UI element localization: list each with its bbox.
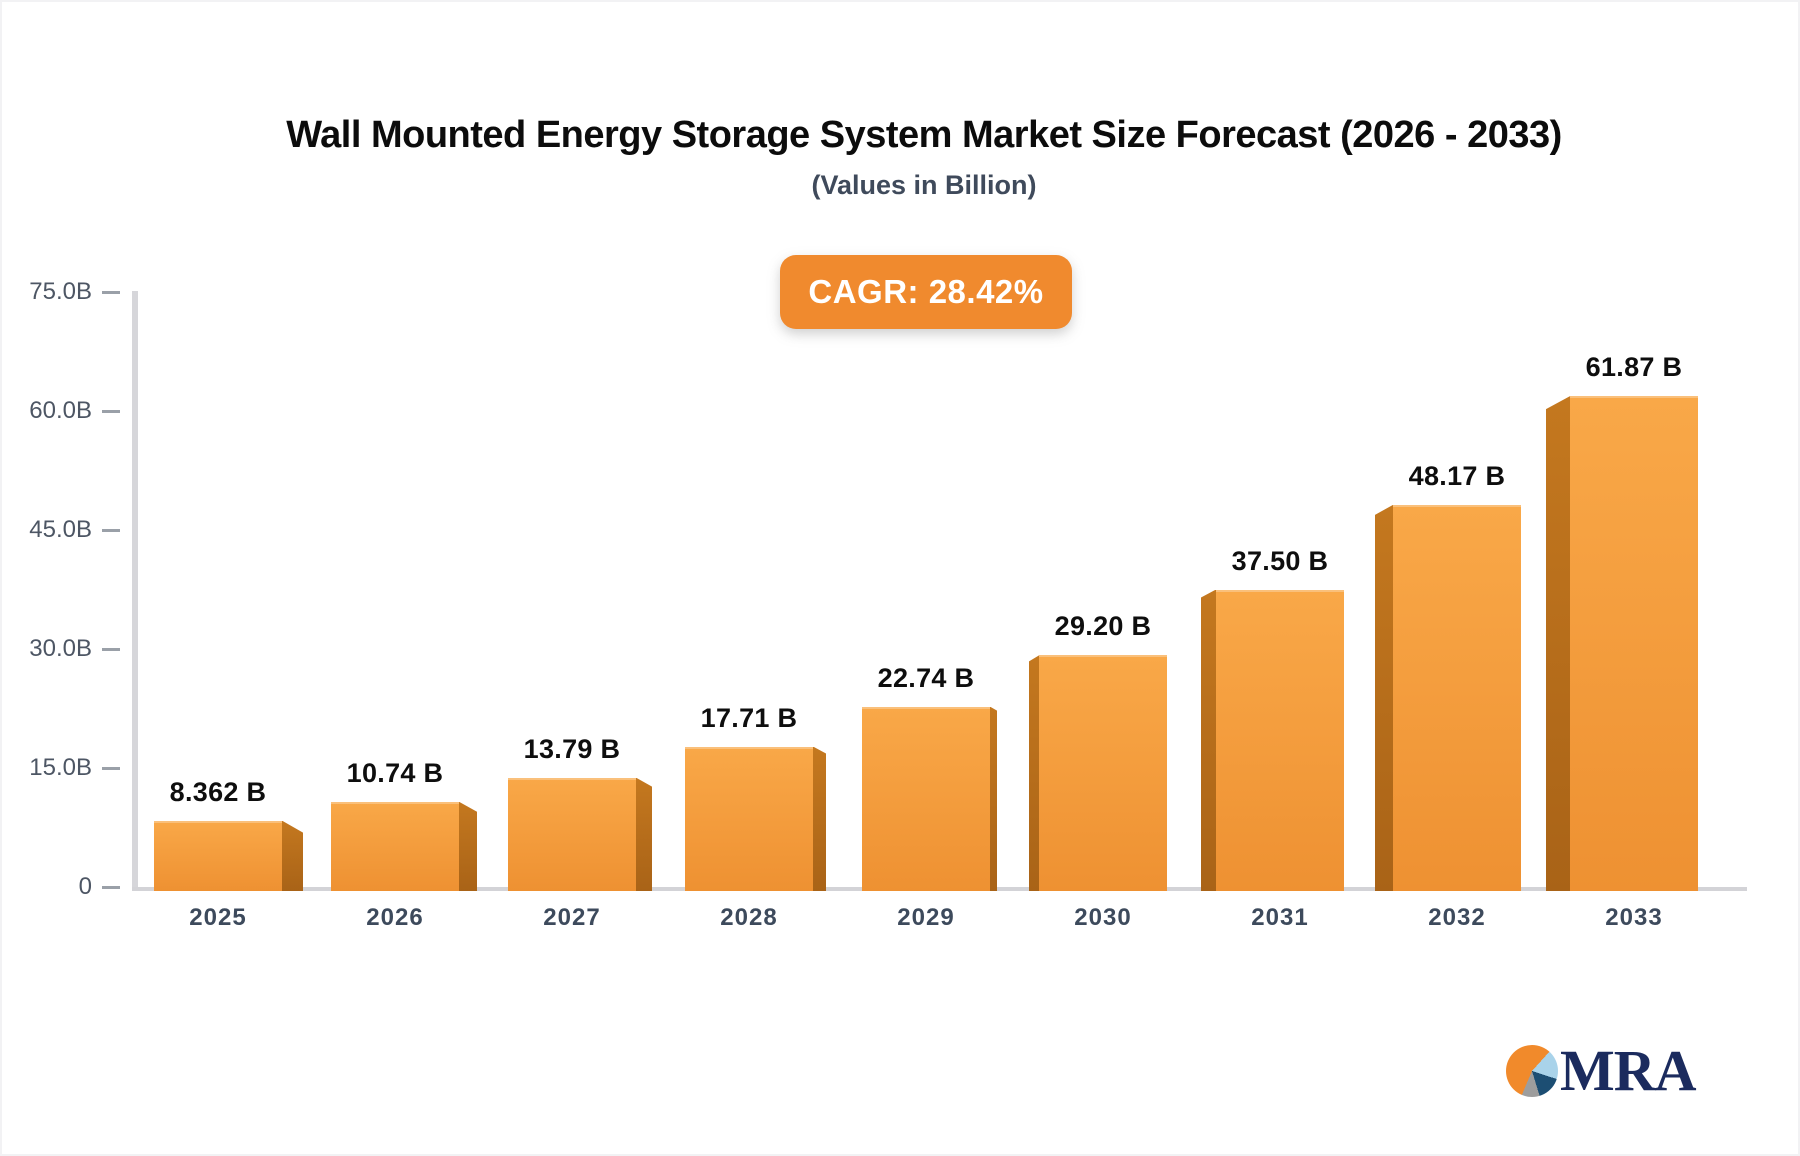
bar-side-face [459,801,477,891]
bar-front-face [154,820,282,891]
bar-group-2028 [685,746,826,891]
mra-logo-text: MRA [1560,1038,1697,1103]
x-axis-label-2026: 2026 [366,904,424,931]
y-tick-label: 30.0B [29,635,92,662]
bar-front-face [1393,504,1521,891]
chart-title: Wall Mounted Energy Storage System Marke… [286,114,1562,156]
y-tick-mark [102,886,120,889]
y-tick-mark [102,410,120,413]
x-axis-label-2028: 2028 [720,904,778,931]
x-axis-label-2029: 2029 [897,904,955,931]
bar-front-face [685,746,813,891]
bar-front-face [331,801,459,891]
y-tick-mark [102,767,120,770]
y-tick-label: 75.0B [29,278,92,305]
bar-value-label-2028: 17.71 B [700,702,798,733]
y-tick-mark [102,291,120,294]
x-axis-label-2033: 2033 [1605,904,1663,931]
y-tick-label: 45.0B [29,516,92,543]
chart-subtitle: (Values in Billion) [811,170,1037,200]
bar-side-face [1375,504,1393,891]
bar-front-face [1570,396,1698,891]
y-tick-label: 60.0B [29,397,92,424]
bar-group-2025 [154,820,303,891]
bar-front-face [1216,589,1344,891]
bar-value-label-2026: 10.74 B [346,757,444,788]
bar-group-2027 [508,777,652,891]
x-axis-label-2025: 2025 [189,904,247,931]
bar-group-2026 [331,801,477,891]
bar-front-face [508,777,636,891]
bar-front-face [1039,655,1167,891]
cagr-badge-label: CAGR: 28.42% [808,273,1044,310]
bar-value-label-2029: 22.74 B [877,662,975,693]
bar-value-label-2027: 13.79 B [523,733,621,764]
bar-side-face [1201,589,1216,891]
x-axis-label-2027: 2027 [543,904,601,931]
bar-side-face [636,777,652,891]
bar-group-2032 [1375,504,1521,891]
bar-value-label-2031: 37.50 B [1231,545,1329,576]
bar-front-face [862,706,990,891]
y-tick-label: 15.0B [29,754,92,781]
bar-group-2030 [1029,655,1167,891]
pie-chart-icon [1506,1045,1558,1097]
y-tick-mark [102,529,120,532]
bar-group-2029 [862,706,997,891]
bar-group-2031 [1201,589,1344,891]
bar-side-face [282,820,303,891]
bar-side-face [1029,655,1039,891]
bar-value-label-2033: 61.87 B [1585,352,1683,383]
bar-side-face [1546,396,1570,891]
cagr-badge: CAGR: 28.42% [780,255,1072,329]
y-tick-label: 0 [78,873,92,900]
y-axis-line [132,291,138,891]
bar-side-face [990,706,997,891]
bar-value-label-2025: 8.362 B [169,776,267,807]
x-axis-label-2032: 2032 [1428,904,1486,931]
y-tick-mark [102,648,120,651]
mra-logo: MRA [1506,1038,1697,1103]
bar-value-label-2030: 29.20 B [1054,611,1152,642]
x-axis-label-2031: 2031 [1251,904,1309,931]
bar-side-face [813,746,826,891]
x-axis-label-2030: 2030 [1074,904,1132,931]
bar-group-2033 [1546,396,1698,891]
bar-value-label-2032: 48.17 B [1408,460,1506,491]
